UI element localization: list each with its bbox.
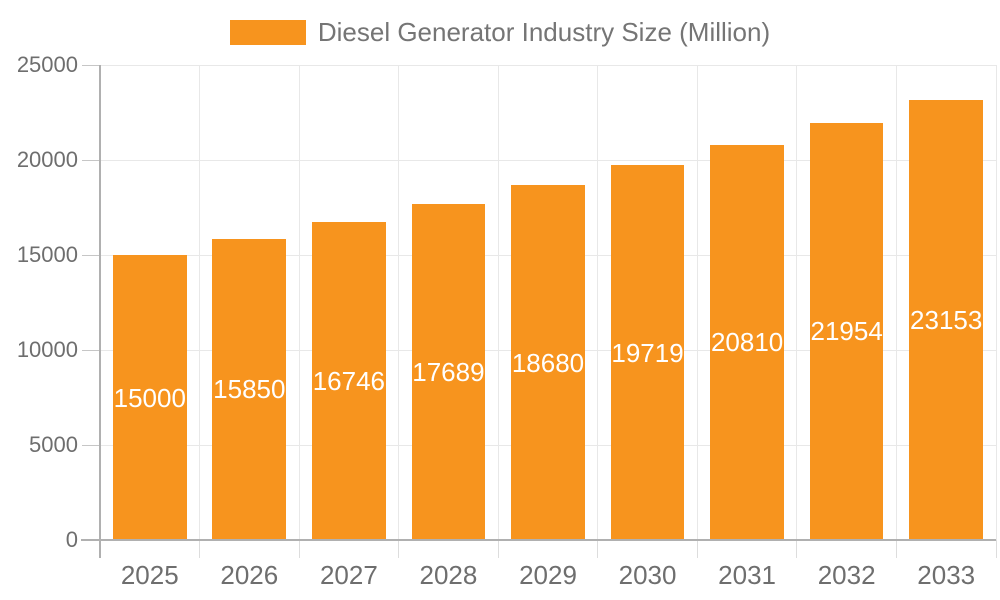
bar[interactable]: 20810 (710, 144, 784, 540)
legend-swatch (229, 20, 306, 45)
x-axis-label: 2030 (618, 560, 677, 590)
x-axis-tick (398, 540, 400, 558)
gridline-vertical (298, 65, 300, 540)
bar[interactable]: 15000 (112, 255, 187, 540)
bar[interactable]: 16746 (312, 221, 386, 540)
gridline-vertical (398, 65, 400, 540)
gridline-vertical (199, 65, 201, 540)
bar[interactable]: 23153 (909, 100, 984, 540)
x-axis-tick (199, 540, 201, 558)
bar-value-label: 21954 (810, 316, 883, 347)
gridline-vertical (796, 65, 798, 540)
bar-value-label: 16746 (312, 365, 386, 396)
bar[interactable]: 17689 (411, 203, 486, 540)
y-axis-tick (82, 444, 100, 446)
y-axis-tick (82, 64, 100, 66)
bar-value-label: 20810 (710, 327, 784, 358)
gridline-vertical (696, 65, 698, 540)
x-axis-label: 2033 (917, 560, 976, 590)
legend[interactable]: Diesel Generator Industry Size (Million) (0, 17, 1000, 48)
gridline-horizontal (100, 64, 996, 66)
x-axis-label: 2027 (319, 560, 378, 590)
x-axis-tick (298, 540, 300, 558)
y-axis-label: 20000 (16, 147, 78, 172)
y-axis-label: 10000 (16, 337, 78, 362)
bar[interactable]: 18680 (511, 185, 585, 540)
plot-area: 0 5000 10000 15000 20000 25000 2025 15000 2026 15… (17, 52, 997, 590)
bar-value-label: 23153 (910, 305, 983, 336)
x-axis-tick (497, 540, 499, 558)
x-axis-label: 2028 (419, 560, 478, 590)
bar-value-label: 17689 (412, 356, 485, 387)
x-axis-label: 2025 (120, 560, 179, 590)
y-axis-tick (82, 159, 100, 161)
y-axis-label: 0 (65, 527, 78, 552)
gridline-vertical (597, 65, 599, 540)
y-axis-label: 15000 (16, 242, 78, 267)
bar-value-label: 19719 (611, 337, 684, 368)
x-axis-label: 2026 (220, 560, 279, 590)
bar[interactable]: 21954 (809, 122, 884, 540)
x-axis-tick (895, 540, 897, 558)
bar[interactable]: 15850 (212, 238, 287, 540)
x-axis-line (81, 539, 996, 541)
gridline-vertical (995, 65, 997, 540)
x-axis-label: 2032 (817, 560, 876, 590)
x-axis-label: 2031 (718, 560, 777, 590)
x-axis-tick (796, 540, 798, 558)
legend-label: Diesel Generator Industry Size (Million) (317, 17, 771, 47)
x-axis-tick (597, 540, 599, 558)
bar-value-label: 15000 (113, 382, 186, 413)
y-axis-line (99, 65, 101, 558)
y-axis-tick (82, 254, 100, 256)
x-axis-tick (995, 540, 997, 558)
x-axis-label: 2029 (519, 560, 577, 590)
gridline-vertical (497, 65, 499, 540)
bar-value-label: 15850 (213, 374, 286, 405)
y-axis-tick (82, 349, 100, 351)
bar[interactable]: 19719 (610, 165, 685, 540)
bar-value-label: 18680 (511, 347, 585, 378)
y-axis-label: 25000 (16, 52, 78, 77)
x-axis-tick (696, 540, 698, 558)
gridline-vertical (895, 65, 897, 540)
y-axis-label: 5000 (29, 432, 78, 457)
gridline-horizontal (100, 159, 996, 161)
